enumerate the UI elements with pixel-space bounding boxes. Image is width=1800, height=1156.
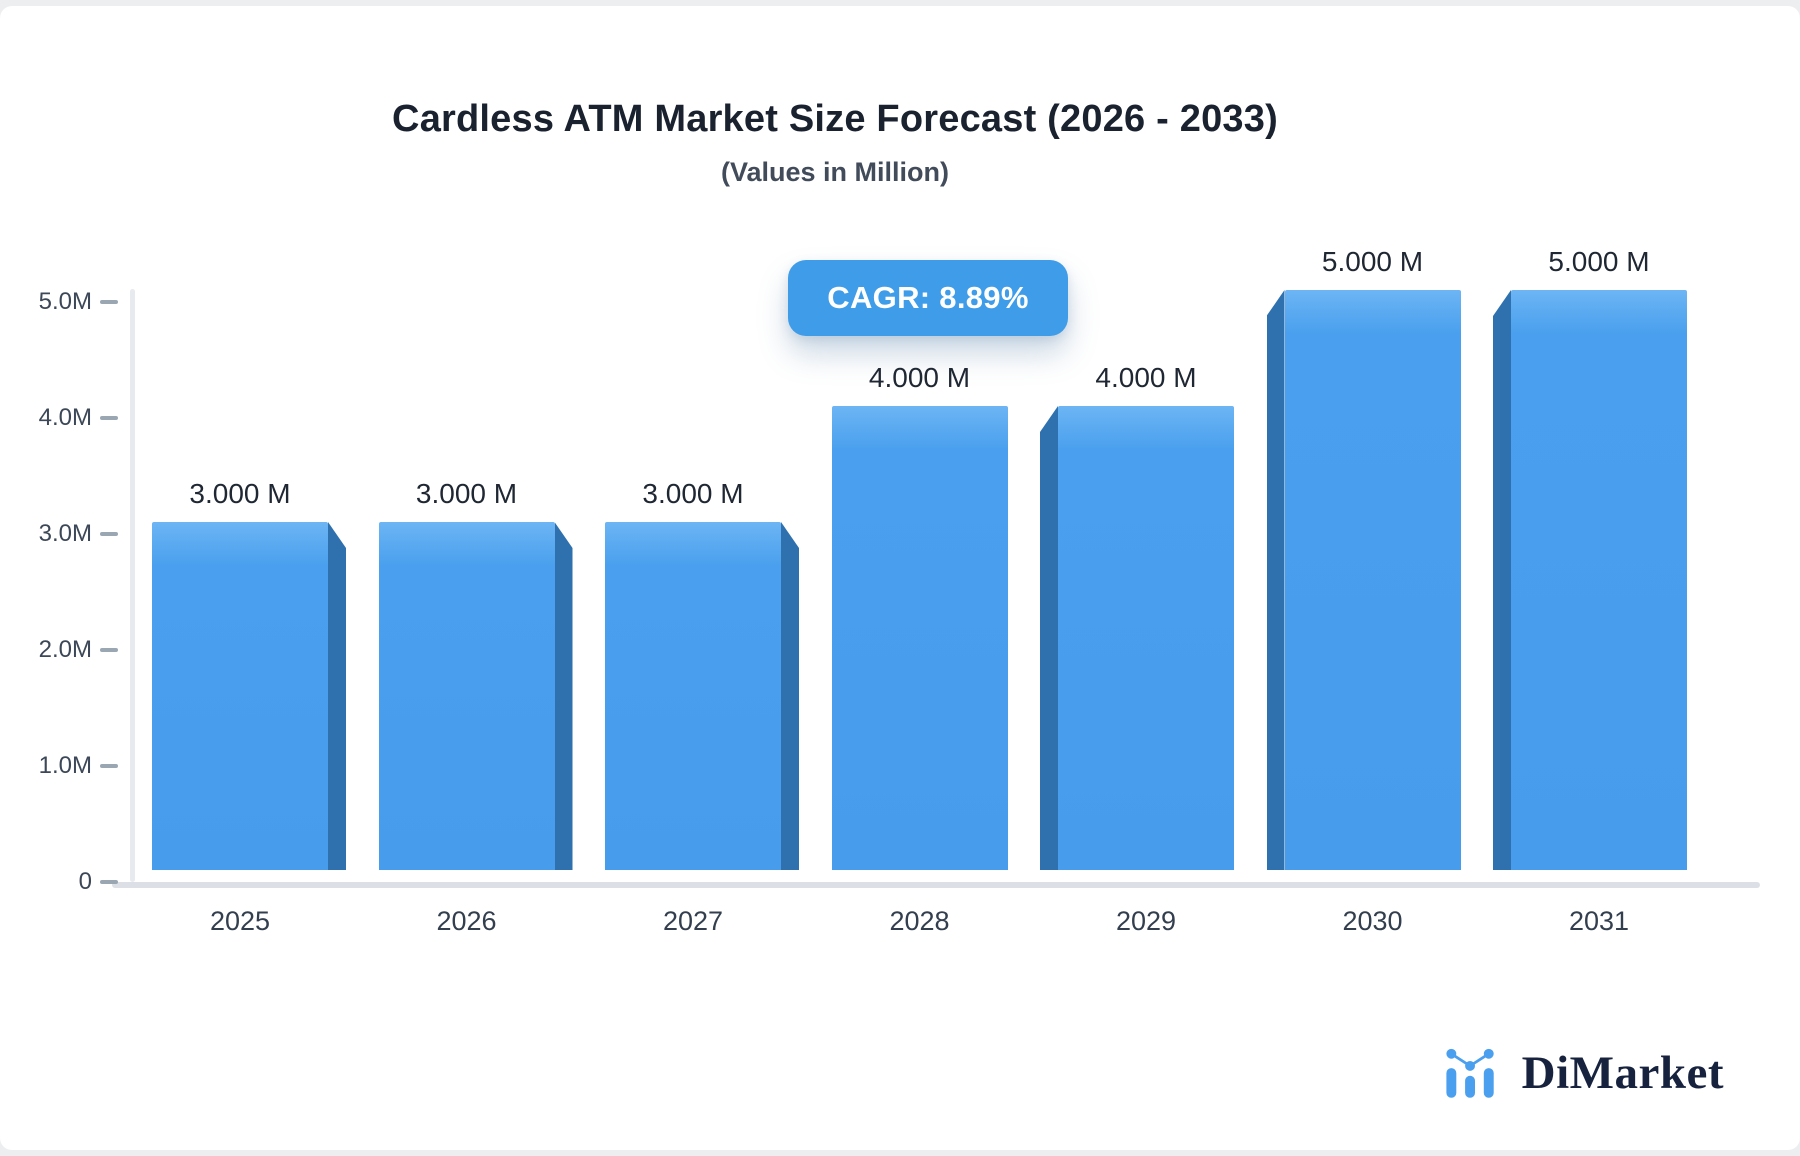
x-axis-label: 2027 — [662, 906, 724, 936]
bar-value-label: 3.000 M — [642, 478, 744, 509]
y-tick-label: 2.0M — [38, 636, 92, 663]
bar-side-face — [1493, 290, 1511, 870]
x-axis-label: 2031 — [1568, 906, 1630, 936]
bar-2030: 5.000 M — [1266, 246, 1461, 870]
y-tick-label: 1.0M — [38, 752, 92, 779]
bar-body-2030 — [1284, 290, 1461, 870]
dimarket-logo-text: DiMarket — [1521, 1046, 1724, 1099]
bar-side-face — [1040, 406, 1058, 870]
y-tick-dash — [100, 300, 118, 304]
bar-body-2029 — [1058, 406, 1234, 870]
x-axis-label: 2026 — [436, 906, 497, 936]
bar-value-label: 5.000 M — [1321, 246, 1424, 277]
dimarket-logo: DiMarket — [1442, 1045, 1724, 1100]
bar-value-label: 4.000 M — [1095, 362, 1197, 393]
bar-line-chart-icon — [1446, 1048, 1494, 1098]
bar-2028: 4.000 M — [831, 362, 1008, 870]
bar-side-face — [1266, 290, 1285, 870]
chart-subtitle: (Values in Million) — [720, 157, 950, 187]
bar-body-2026 — [378, 522, 555, 870]
bar-body-2028 — [831, 406, 1008, 870]
bar-value-label: 3.000 M — [189, 478, 291, 509]
y-tick-dash — [100, 764, 118, 768]
y-axis-line — [130, 289, 135, 882]
bar-value-label: 5.000 M — [1548, 246, 1650, 277]
bar-body-2025 — [152, 522, 328, 870]
y-tick-dash — [100, 880, 118, 884]
y-tick-label: 4.0M — [38, 404, 92, 431]
y-tick-dash — [100, 416, 118, 420]
x-axis-label: 2028 — [889, 906, 950, 936]
bar-value-label: 3.000 M — [415, 478, 518, 509]
chart-title: Cardless ATM Market Size Forecast (2026 … — [392, 98, 1278, 140]
bar-2027: 3.000 M — [605, 478, 799, 870]
bar-body-2027 — [605, 522, 781, 870]
y-tick-label: 5.0M — [38, 288, 92, 315]
bar-side-face — [328, 522, 346, 870]
y-tick-label: 3.0M — [38, 520, 92, 547]
chart-header: Cardless ATM Market Size Forecast (2026 … — [0, 98, 1670, 188]
bar-2031: 5.000 M — [1493, 246, 1687, 870]
x-axis-label: 2025 — [209, 906, 271, 936]
bar-side-face — [781, 522, 799, 870]
x-axis-label: 2030 — [1342, 906, 1403, 936]
cagr-badge-label: CAGR: 8.89% — [827, 280, 1029, 315]
x-axis-line — [112, 882, 1760, 888]
cagr-badge: CAGR: 8.89% — [788, 260, 1068, 336]
y-tick-dash — [100, 532, 118, 536]
plot-area: 5.0M 4.0M 3.0M 2.0M 1.0M 0 3.000 M 3.000 M 3.00… — [0, 6, 1800, 1150]
bar-2026: 3.000 M — [378, 478, 573, 870]
bar-2025: 3.000 M — [152, 478, 346, 870]
x-axis-label: 2029 — [1115, 906, 1177, 936]
chart-card: Cardless ATM Market Size Forecast (2026 … — [0, 6, 1800, 1150]
bar-side-face — [554, 522, 573, 870]
bar-2029: 4.000 M — [1040, 362, 1234, 870]
bar-value-label: 4.000 M — [868, 362, 971, 393]
y-tick-label: 0 — [78, 868, 92, 895]
y-tick-dash — [100, 648, 118, 652]
bar-body-2031 — [1511, 290, 1687, 870]
